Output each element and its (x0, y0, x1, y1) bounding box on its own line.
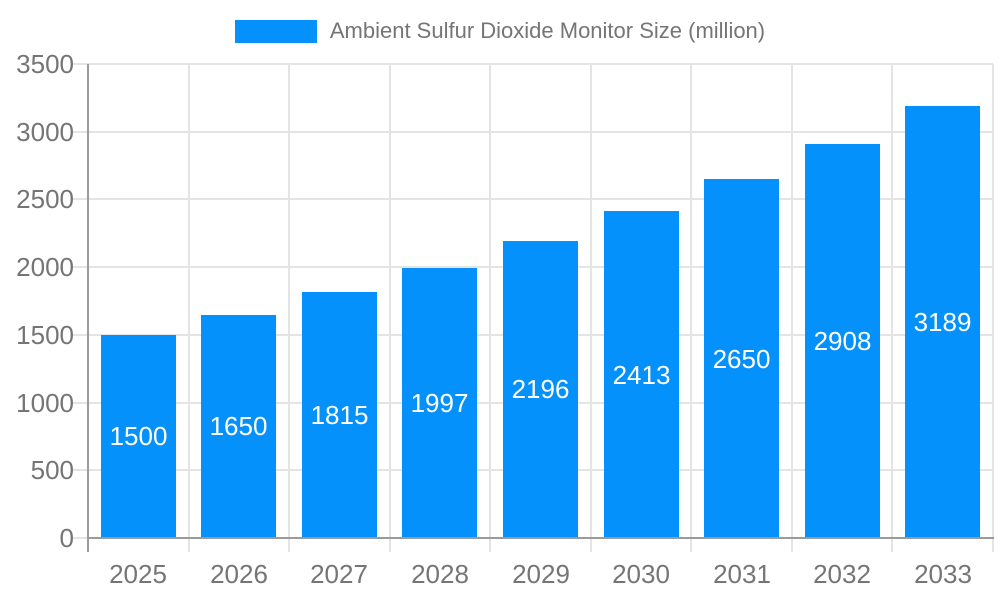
bar (905, 106, 980, 538)
x-axis-label: 2029 (512, 559, 570, 589)
gridline-vertical (992, 64, 994, 552)
bar-value-label: 1500 (109, 421, 168, 451)
bar (503, 241, 578, 538)
bar-value-label: 1997 (410, 388, 469, 418)
y-axis-label: 500 (30, 455, 74, 485)
y-axis-tick (73, 131, 88, 133)
y-axis-label: 2000 (16, 252, 74, 282)
y-axis-label: 3000 (16, 117, 74, 147)
gridline-vertical (288, 64, 290, 552)
y-axis-tick (73, 63, 88, 65)
gridline-vertical (188, 64, 190, 552)
x-axis-label: 2028 (411, 559, 469, 589)
x-axis-label: 2025 (109, 559, 167, 589)
y-axis-tick (73, 198, 88, 200)
x-axis-label: 2032 (813, 559, 871, 589)
y-axis-label: 0 (59, 523, 74, 553)
x-axis-label: 2027 (310, 559, 368, 589)
x-axis-label: 2031 (713, 559, 771, 589)
y-axis-tick (73, 334, 88, 336)
gridline-vertical (590, 64, 592, 552)
y-axis-label: 3500 (16, 49, 74, 79)
bar (302, 292, 377, 538)
y-axis-label: 1500 (16, 320, 74, 350)
legend-item[interactable]: Ambient Sulfur Dioxide Monitor Size (mil… (0, 18, 1000, 44)
gridline-vertical (891, 64, 893, 552)
legend-swatch (234, 19, 317, 43)
gridline-vertical (389, 64, 391, 552)
bar (805, 144, 880, 538)
y-axis-label: 1000 (16, 388, 74, 418)
y-axis-tick (73, 402, 88, 404)
y-axis-tick (73, 537, 88, 539)
bar-value-label: 1650 (209, 411, 268, 441)
x-axis-label: 2030 (612, 559, 670, 589)
bar (704, 179, 779, 538)
gridline-vertical (791, 64, 793, 552)
gridline-horizontal (88, 63, 993, 65)
bar-value-label: 2196 (511, 374, 570, 404)
x-axis-label: 2026 (210, 559, 268, 589)
gridline-horizontal (88, 131, 993, 133)
bar-value-label: 3189 (913, 307, 972, 337)
y-axis-label: 2500 (16, 184, 74, 214)
bar-value-label: 2650 (712, 344, 771, 374)
legend-label: Ambient Sulfur Dioxide Monitor Size (mil… (329, 18, 766, 43)
bar-value-label: 2908 (813, 326, 872, 356)
gridline-vertical (489, 64, 491, 552)
bar (604, 211, 679, 538)
bar (201, 315, 276, 538)
y-axis-line (87, 64, 89, 552)
y-axis-tick (73, 469, 88, 471)
bar (402, 268, 477, 538)
bar (101, 335, 176, 538)
x-axis-label: 2033 (914, 559, 972, 589)
gridline-horizontal (88, 198, 993, 200)
bar-value-label: 1815 (310, 400, 369, 430)
gridline-vertical (690, 64, 692, 552)
bar-value-label: 2413 (612, 360, 671, 390)
x-axis-line (87, 537, 994, 539)
y-axis-tick (73, 266, 88, 268)
